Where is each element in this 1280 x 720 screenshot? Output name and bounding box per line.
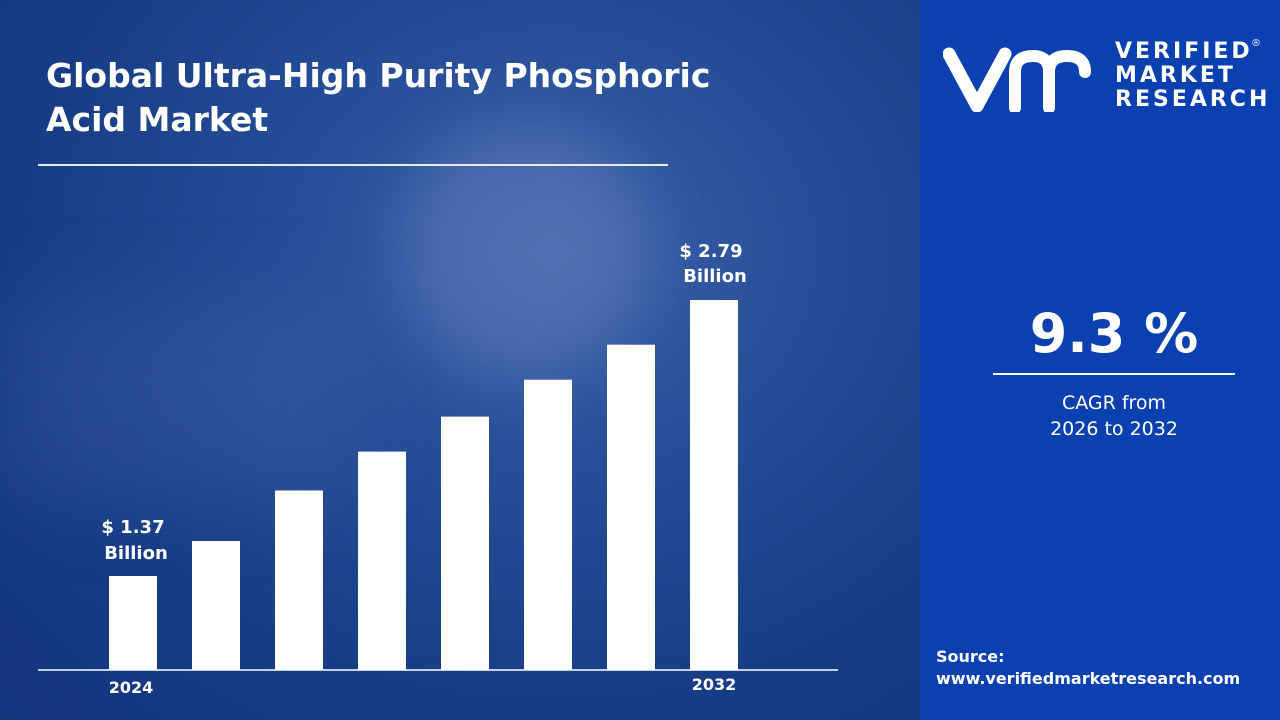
source-note: Source: www.verifiedmarketresearch.com [936, 646, 1240, 690]
cagr-label-line2: 2026 to 2032 [1050, 418, 1178, 440]
source-url: www.verifiedmarketresearch.com [936, 669, 1241, 688]
x-tick-2032: 2032 [692, 675, 737, 694]
cagr-label-line1: CAGR from [1061, 392, 1167, 414]
x-tick-2024: 2024 [109, 678, 154, 697]
bar-5 [441, 416, 489, 670]
brand-name: VERIFIED MARKET RESEARCH [1115, 40, 1270, 112]
bar-4 [358, 451, 406, 670]
bar-2 [192, 541, 240, 670]
brand-line-3: RESEARCH [1115, 87, 1271, 112]
data-label-2032-unit: Billion [683, 266, 747, 287]
bar-7 [607, 344, 655, 670]
brand-line-1: VERIFIED [1115, 39, 1253, 64]
cagr-label: CAGR from 2026 to 2032 [993, 390, 1235, 442]
data-label-2032-value: $ 2.79 [679, 241, 742, 262]
bar-6 [524, 379, 572, 670]
source-label: Source: [936, 647, 1005, 666]
side-panel [920, 0, 1280, 720]
bar-3 [275, 490, 323, 670]
brand-logo: VERIFIED MARKET RESEARCH ® [943, 38, 1267, 118]
cagr-divider [993, 373, 1235, 375]
vmr-logo-mark [943, 47, 1091, 112]
title-divider [38, 164, 668, 166]
data-label-2024-value: $ 1.37 [101, 517, 164, 538]
registered-mark: ® [1251, 38, 1261, 49]
brand-line-2: MARKET [1115, 63, 1236, 88]
bar-8 [690, 300, 738, 670]
bar-1 [109, 576, 157, 670]
bar-chart: 2024 2032 $ 1.37 Billion $ 2.79 Billion [38, 241, 838, 697]
chart-title: Global Ultra-High Purity Phosphoric Acid… [46, 56, 711, 139]
cagr-value: 9.3 % [1029, 302, 1199, 365]
data-label-2024-unit: Billion [104, 543, 168, 564]
